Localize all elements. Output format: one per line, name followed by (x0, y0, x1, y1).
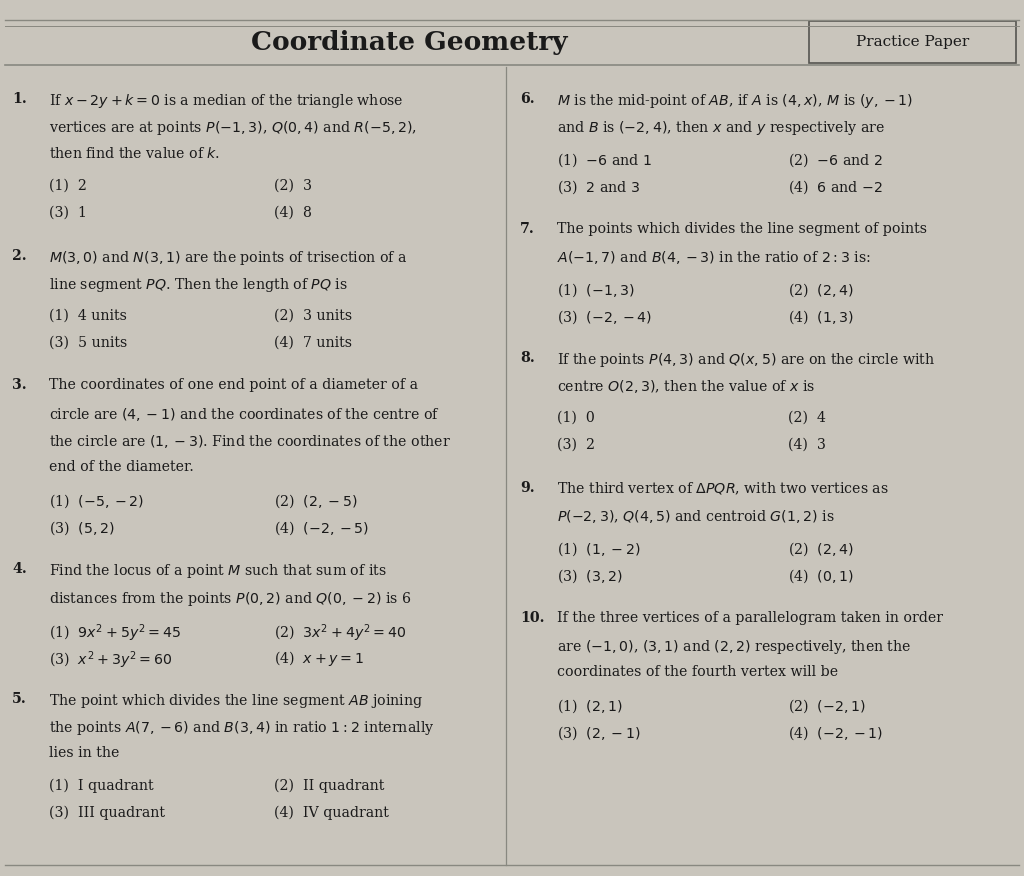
Text: (4)  3: (4) 3 (788, 438, 825, 452)
Text: (2)  $(2, -5)$: (2) $(2, -5)$ (274, 492, 357, 510)
Text: (4)  $6$ and $-2$: (4) $6$ and $-2$ (788, 179, 883, 196)
Text: the circle are $(1, -3)$. Find the coordinates of the other: the circle are $(1, -3)$. Find the coord… (49, 433, 452, 449)
Text: end of the diameter.: end of the diameter. (49, 460, 194, 474)
Text: (4)  $(-2,-1)$: (4) $(-2,-1)$ (788, 724, 883, 742)
Text: (3)  2: (3) 2 (557, 438, 595, 452)
Text: 5.: 5. (12, 692, 27, 706)
Text: (4)  $(0, 1)$: (4) $(0, 1)$ (788, 568, 854, 585)
Text: 8.: 8. (520, 351, 535, 365)
Text: circle are $(4, -1)$ and the coordinates of the centre of: circle are $(4, -1)$ and the coordinates… (49, 406, 440, 422)
Text: (1)  0: (1) 0 (557, 411, 595, 425)
Text: (2)  $(-2, 1)$: (2) $(-2, 1)$ (788, 697, 866, 715)
Text: centre $O(2, 3)$, then the value of $x$ is: centre $O(2, 3)$, then the value of $x$ … (557, 378, 815, 395)
Text: distances from the points $P(0, 2)$ and $Q(0, -2)$ is 6: distances from the points $P(0, 2)$ and … (49, 590, 412, 608)
Text: (1)  $(-1, 3)$: (1) $(-1, 3)$ (557, 281, 635, 299)
Text: The coordinates of one end point of a diameter of a: The coordinates of one end point of a di… (49, 378, 418, 392)
Text: (2)  3 units: (2) 3 units (274, 308, 352, 322)
Text: (3)  5 units: (3) 5 units (49, 336, 127, 350)
Text: Practice Paper: Practice Paper (856, 35, 969, 49)
Text: 4.: 4. (12, 562, 27, 576)
Text: (2)  $3x^2+4y^2=40$: (2) $3x^2+4y^2=40$ (274, 622, 407, 644)
Text: If the points $P(4, 3)$ and $Q(x, 5)$ are on the circle with: If the points $P(4, 3)$ and $Q(x, 5)$ ar… (557, 351, 935, 370)
Text: $M(3, 0)$ and $N(3, 1)$ are the points of trisection of a: $M(3, 0)$ and $N(3, 1)$ are the points o… (49, 249, 408, 267)
Text: 10.: 10. (520, 611, 545, 625)
Text: The third vertex of $\Delta PQR$, with two vertices as: The third vertex of $\Delta PQR$, with t… (557, 481, 889, 498)
Text: $M$ is the mid-point of $AB$, if $A$ is $(4, x)$, $M$ is $(y, -1)$: $M$ is the mid-point of $AB$, if $A$ is … (557, 92, 913, 110)
Text: $A(-1, 7)$ and $B(4, -3)$ in the ratio of $2:3$ is:: $A(-1, 7)$ and $B(4, -3)$ in the ratio o… (557, 249, 871, 265)
Text: If the three vertices of a parallelogram taken in order: If the three vertices of a parallelogram… (557, 611, 943, 625)
Text: (3)  $(5, 2)$: (3) $(5, 2)$ (49, 519, 116, 537)
Text: (2)  $-6$ and $2$: (2) $-6$ and $2$ (788, 152, 883, 169)
FancyBboxPatch shape (809, 21, 1016, 63)
Text: (4)  8: (4) 8 (274, 206, 312, 220)
Text: $P(-2, 3)$, $Q(4, 5)$ and centroid $G(1, 2)$ is: $P(-2, 3)$, $Q(4, 5)$ and centroid $G(1,… (557, 508, 835, 525)
Text: (4)  $(-2, -5)$: (4) $(-2, -5)$ (274, 519, 370, 537)
Text: 9.: 9. (520, 481, 535, 495)
Text: (3)  $(2,-1)$: (3) $(2,-1)$ (557, 724, 640, 742)
Text: If $x-2y+k=0$ is a median of the triangle whose: If $x-2y+k=0$ is a median of the triangl… (49, 92, 403, 110)
Text: coordinates of the fourth vertex will be: coordinates of the fourth vertex will be (557, 665, 839, 679)
Text: (1)  $-6$ and $1$: (1) $-6$ and $1$ (557, 152, 652, 169)
Text: (1)  2: (1) 2 (49, 179, 87, 193)
Text: (4)  IV quadrant: (4) IV quadrant (274, 806, 389, 820)
Text: and $B$ is $(-2, 4)$, then $x$ and $y$ respectively are: and $B$ is $(-2, 4)$, then $x$ and $y$ r… (557, 119, 885, 138)
Text: (2)  3: (2) 3 (274, 179, 312, 193)
Text: (2)  $(2, 4)$: (2) $(2, 4)$ (788, 281, 854, 299)
Text: Coordinate Geometry: Coordinate Geometry (251, 31, 568, 55)
Text: (1)  4 units: (1) 4 units (49, 308, 127, 322)
Text: line segment $PQ$. Then the length of $PQ$ is: line segment $PQ$. Then the length of $P… (49, 276, 348, 294)
Text: (3)  III quadrant: (3) III quadrant (49, 806, 165, 820)
Text: The point which divides the line segment $AB$ joining: The point which divides the line segment… (49, 692, 423, 710)
Text: (1)  $(2,1)$: (1) $(2,1)$ (557, 697, 624, 715)
Text: (3)  $(3, 2)$: (3) $(3, 2)$ (557, 568, 624, 585)
Text: (3)  $(-2, -4)$: (3) $(-2, -4)$ (557, 308, 652, 326)
Text: (2)  4: (2) 4 (788, 411, 825, 425)
Text: 7.: 7. (520, 222, 535, 236)
Text: (3)  $2$ and $3$: (3) $2$ and $3$ (557, 179, 640, 196)
Text: Find the locus of a point $M$ such that sum of its: Find the locus of a point $M$ such that … (49, 562, 387, 581)
Text: (2)  $(2, 4)$: (2) $(2, 4)$ (788, 540, 854, 558)
Text: (4)  $x+y=1$: (4) $x+y=1$ (274, 649, 365, 668)
Text: (3)  $x^2+3y^2=60$: (3) $x^2+3y^2=60$ (49, 649, 172, 671)
Text: (1)  $9x^2+5y^2=45$: (1) $9x^2+5y^2=45$ (49, 622, 181, 644)
Text: (1)  $(-5, -2)$: (1) $(-5, -2)$ (49, 492, 144, 510)
Text: the points $A(7, -6)$ and $B(3, 4)$ in ratio $1:2$ internally: the points $A(7, -6)$ and $B(3, 4)$ in r… (49, 719, 434, 738)
Text: (4)  7 units: (4) 7 units (274, 336, 352, 350)
Text: (3)  1: (3) 1 (49, 206, 87, 220)
Text: 3.: 3. (12, 378, 27, 392)
Text: 1.: 1. (12, 92, 27, 106)
Text: (4)  $(1, 3)$: (4) $(1, 3)$ (788, 308, 854, 326)
Text: (2)  II quadrant: (2) II quadrant (274, 779, 385, 793)
Text: vertices are at points $P(-1, 3)$, $Q(0, 4)$ and $R(-5, 2)$,: vertices are at points $P(-1, 3)$, $Q(0,… (49, 119, 417, 138)
Text: (1)  I quadrant: (1) I quadrant (49, 779, 154, 793)
Text: then find the value of $k$.: then find the value of $k$. (49, 146, 220, 161)
Text: (1)  $(1, -2)$: (1) $(1, -2)$ (557, 540, 640, 558)
Text: The points which divides the line segment of points: The points which divides the line segmen… (557, 222, 927, 236)
Text: lies in the: lies in the (49, 746, 120, 760)
Text: are $(-1, 0)$, $(3, 1)$ and $(2, 2)$ respectively, then the: are $(-1, 0)$, $(3, 1)$ and $(2, 2)$ res… (557, 638, 911, 656)
Text: 6.: 6. (520, 92, 535, 106)
Text: 2.: 2. (12, 249, 27, 263)
